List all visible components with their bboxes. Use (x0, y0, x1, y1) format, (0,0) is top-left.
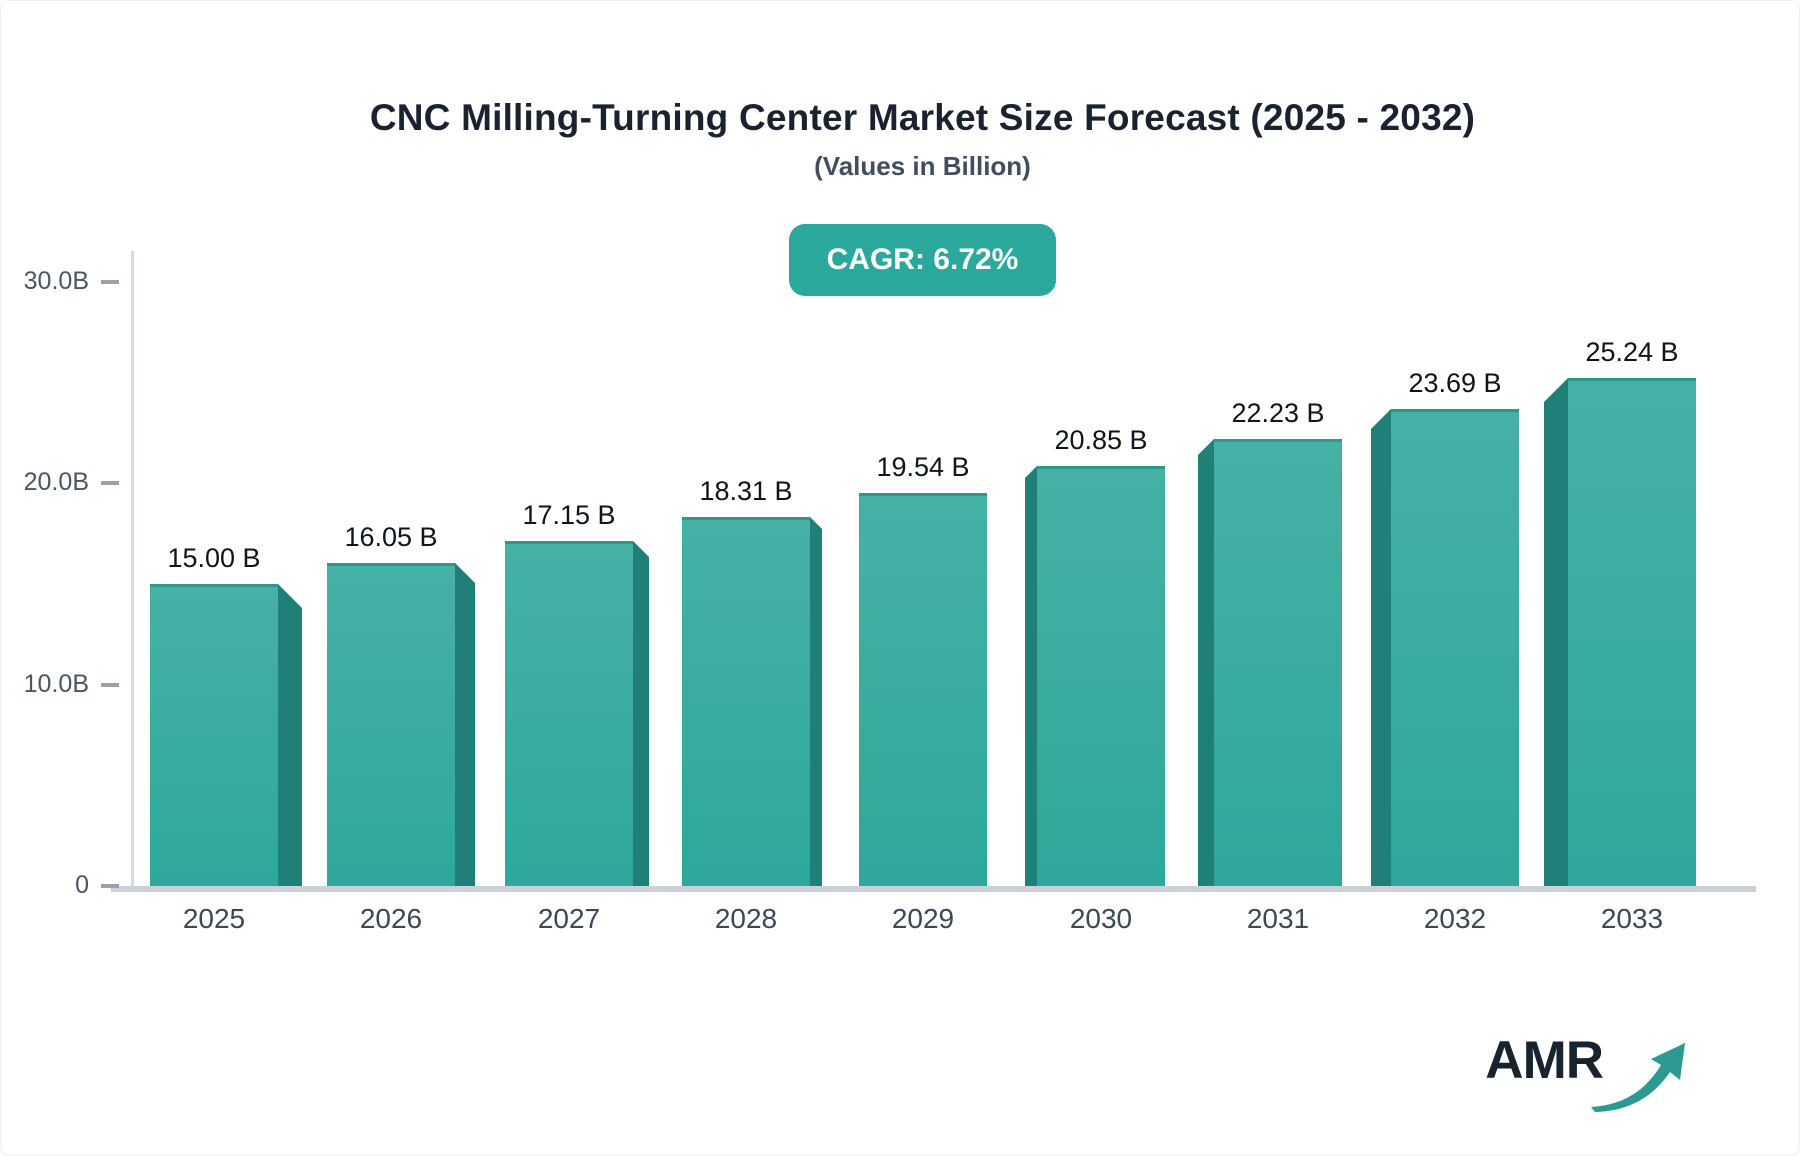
x-axis-label: 2026 (359, 903, 423, 934)
y-axis-line (131, 251, 134, 886)
bar-2025 (150, 584, 278, 886)
y-tick-label: 30.0B (23, 267, 89, 296)
bar-2029 (859, 493, 987, 886)
y-tick-label: 0 (75, 871, 89, 899)
bar-value-label: 16.05 B (344, 522, 438, 552)
chart-subtitle: (Values in Billion) (814, 151, 1031, 181)
bar-value-label: 17.15 B (522, 500, 616, 530)
bar-2030 (1037, 466, 1165, 886)
x-axis-label: 2032 (1423, 903, 1487, 934)
bar-2033 (1568, 378, 1696, 886)
bar-3d-side (278, 584, 302, 886)
x-axis-label: 2029 (891, 903, 955, 934)
trend-arrow-icon (1587, 1035, 1691, 1126)
bar-2031 (1214, 439, 1342, 886)
bar-3d-side (1025, 466, 1037, 886)
cagr-badge: CAGR: 6.72% (788, 224, 1057, 296)
x-axis-label: 2025 (182, 903, 246, 934)
bar-value-label: 19.54 B (876, 452, 970, 482)
bar-3d-side (1371, 409, 1391, 886)
bar-2026 (327, 563, 455, 886)
bar-3d-side (633, 541, 649, 886)
y-tick-mark (101, 884, 119, 888)
x-axis-label: 2028 (714, 903, 778, 934)
bar-value-label: 23.69 B (1408, 368, 1502, 398)
y-tick-mark (101, 280, 119, 285)
bar-3d-side (1544, 378, 1568, 886)
y-tick-label: 20.0B (23, 468, 89, 497)
bar-value-label: 25.24 B (1585, 337, 1679, 367)
y-tick-mark (101, 481, 119, 486)
bar-value-label: 22.23 B (1231, 398, 1325, 428)
plot-area: 30.0B 20.0B 10.0B 0 15.00 B 2025 16.05 B 2026 17… (1, 251, 1799, 934)
y-tick-label: 10.0B (23, 669, 89, 698)
bar-2032 (1391, 409, 1519, 886)
x-axis-label: 2027 (537, 903, 601, 934)
bar-3d-side (455, 563, 475, 886)
bar-3d-side (1198, 439, 1214, 886)
x-axis-label: 2031 (1246, 903, 1310, 934)
bar-value-label: 20.85 B (1054, 425, 1148, 455)
x-axis-line (111, 886, 1756, 892)
bar-value-label: 15.00 B (167, 543, 261, 573)
amr-logo: AMR (1485, 1031, 1691, 1126)
x-axis-label: 2033 (1600, 903, 1664, 934)
y-tick-mark (101, 682, 119, 687)
amr-logo-text: AMR (1485, 1031, 1604, 1090)
bar-value-label: 18.31 B (699, 476, 793, 506)
chart-title: CNC Milling-Turning Center Market Size F… (369, 97, 1476, 138)
bar-2028 (682, 517, 810, 886)
chart-header: CNC Milling-Turning Center Market Size F… (1, 1, 1799, 296)
bar-3d-side (810, 517, 822, 886)
bar-2027 (505, 541, 633, 886)
x-axis-label: 2030 (1069, 903, 1133, 934)
